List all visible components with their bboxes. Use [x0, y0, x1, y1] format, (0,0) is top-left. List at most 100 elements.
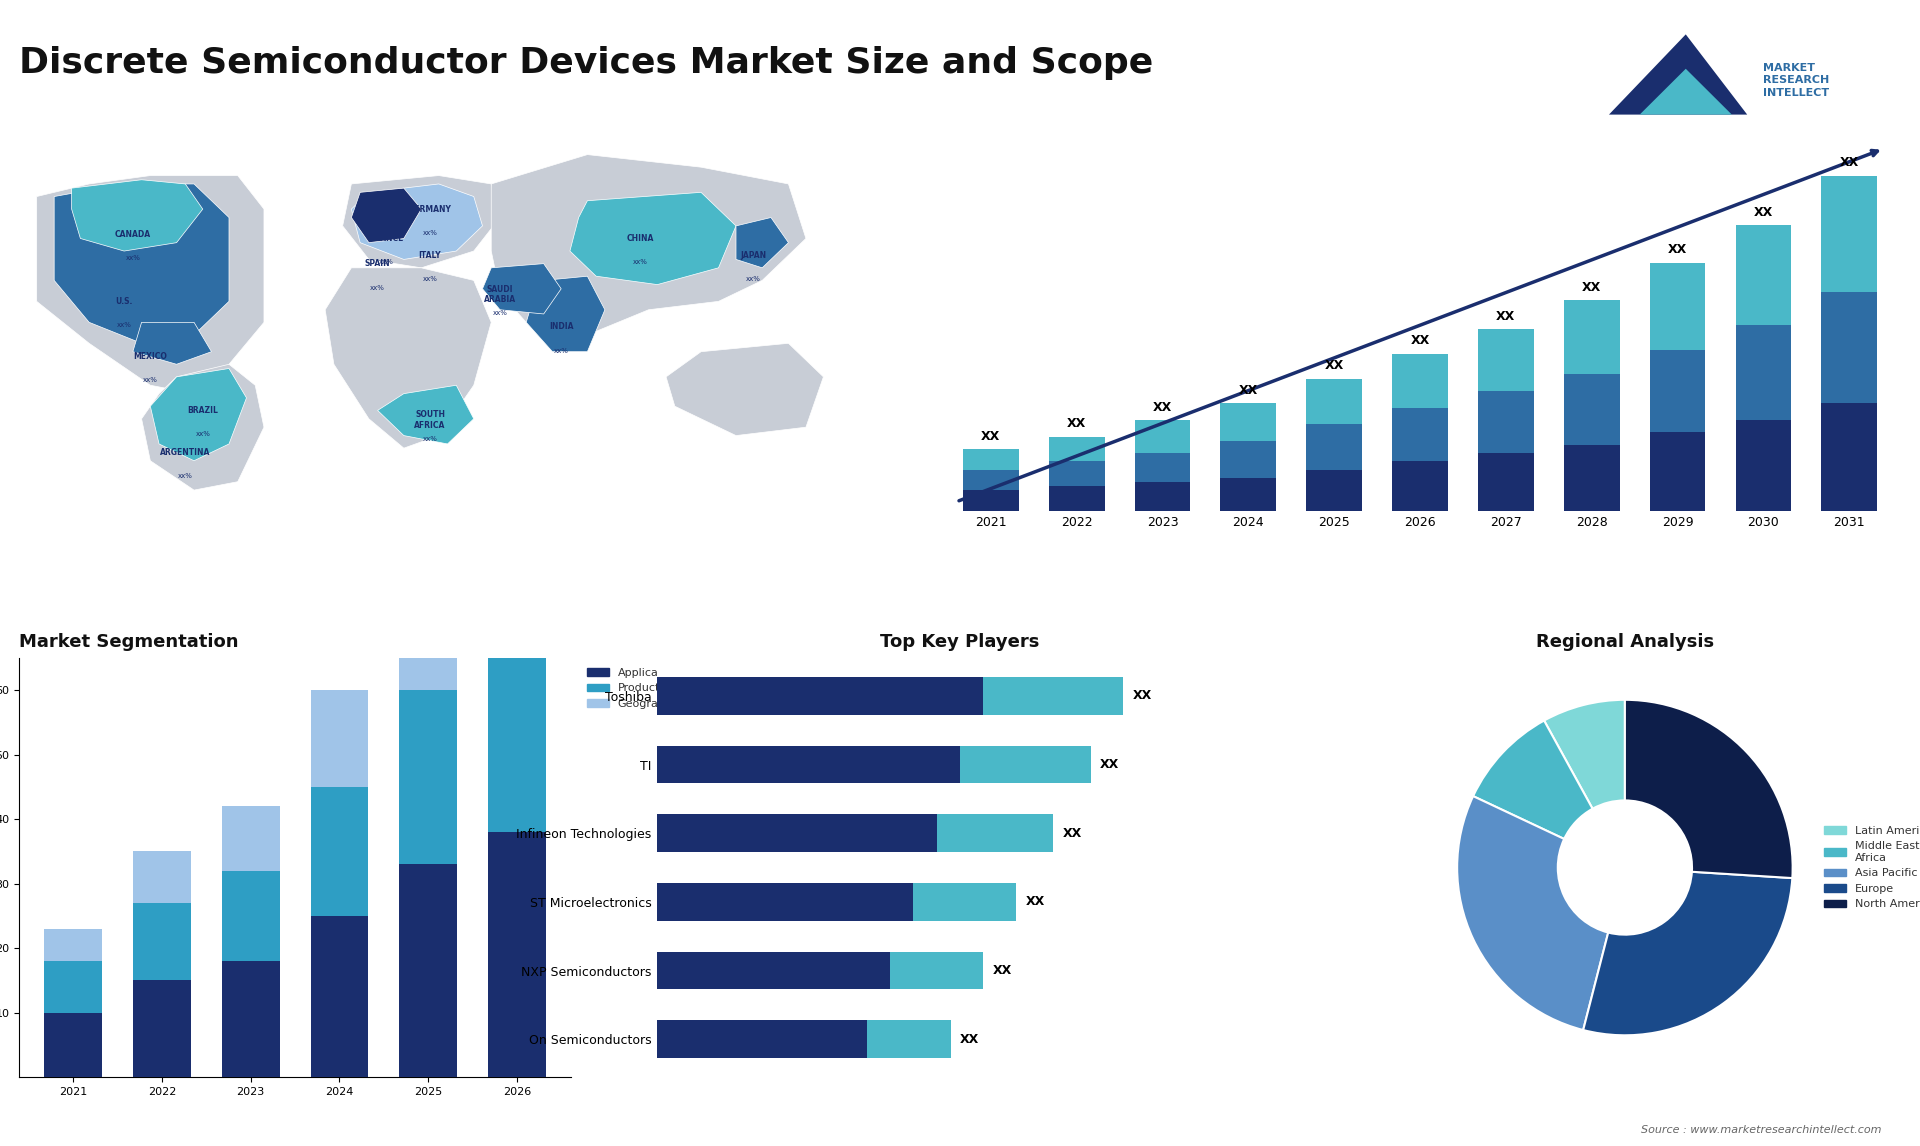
Bar	[488, 626, 545, 832]
Polygon shape	[324, 268, 492, 448]
Bar	[1135, 453, 1190, 482]
Bar	[399, 690, 457, 864]
Text: XX: XX	[1238, 384, 1258, 398]
Bar	[914, 884, 1016, 920]
Polygon shape	[132, 322, 211, 364]
Bar	[1306, 470, 1361, 511]
Text: MEXICO: MEXICO	[132, 352, 167, 361]
Bar	[1563, 445, 1620, 511]
Bar	[44, 929, 102, 961]
Text: XX: XX	[1062, 826, 1083, 840]
Text: XX: XX	[993, 964, 1012, 978]
Polygon shape	[351, 188, 420, 243]
Bar	[132, 851, 190, 903]
Text: SPAIN: SPAIN	[365, 259, 390, 268]
Text: XX: XX	[1839, 156, 1859, 170]
Text: xx%: xx%	[493, 309, 507, 316]
Bar	[1392, 408, 1448, 462]
Bar	[223, 871, 280, 961]
Polygon shape	[1609, 34, 1747, 115]
Text: xx%: xx%	[142, 377, 157, 383]
Text: GERMANY: GERMANY	[409, 205, 451, 214]
Bar	[1135, 419, 1190, 453]
Wedge shape	[1584, 872, 1793, 1035]
Bar	[962, 490, 1020, 511]
Bar	[657, 815, 937, 853]
Legend: Latin America, Middle East &
Africa, Asia Pacific, Europe, North America: Latin America, Middle East & Africa, Asi…	[1818, 822, 1920, 913]
Text: xx%: xx%	[371, 230, 386, 236]
Polygon shape	[482, 264, 561, 314]
Bar	[1822, 175, 1878, 291]
Text: XX: XX	[1025, 895, 1044, 909]
Text: xx%: xx%	[747, 276, 760, 282]
Text: CHINA: CHINA	[626, 234, 653, 243]
Text: JAPAN: JAPAN	[741, 251, 766, 260]
Bar	[1822, 403, 1878, 511]
Bar	[1392, 354, 1448, 408]
Text: XX: XX	[1411, 335, 1430, 347]
Bar	[488, 832, 545, 1077]
Text: Market Segmentation: Market Segmentation	[19, 633, 238, 651]
Bar	[1649, 432, 1705, 511]
Bar	[657, 677, 983, 715]
Text: Discrete Semiconductor Devices Market Size and Scope: Discrete Semiconductor Devices Market Si…	[19, 46, 1154, 80]
Text: ITALY: ITALY	[419, 251, 442, 260]
Wedge shape	[1457, 796, 1609, 1030]
Polygon shape	[342, 175, 499, 268]
Text: xx%: xx%	[378, 259, 394, 266]
Bar	[1478, 329, 1534, 391]
Text: U.K.: U.K.	[369, 205, 386, 214]
Text: xx%: xx%	[117, 322, 132, 329]
Bar	[960, 746, 1091, 784]
Text: SAUDI
ARABIA: SAUDI ARABIA	[484, 284, 516, 304]
Polygon shape	[71, 180, 204, 251]
Wedge shape	[1473, 721, 1592, 839]
Text: xx%: xx%	[422, 435, 438, 441]
Bar	[1221, 403, 1277, 441]
Text: INDIA: INDIA	[549, 322, 574, 331]
Bar	[1563, 300, 1620, 375]
Bar	[962, 470, 1020, 490]
Bar	[399, 864, 457, 1077]
Text: Source : www.marketresearchintellect.com: Source : www.marketresearchintellect.com	[1642, 1124, 1882, 1135]
Bar	[44, 961, 102, 1013]
Bar	[44, 1013, 102, 1077]
Bar	[983, 677, 1123, 715]
Text: xx%: xx%	[553, 347, 568, 353]
Text: xx%: xx%	[422, 230, 438, 236]
Polygon shape	[1640, 69, 1732, 115]
Text: xx%: xx%	[179, 473, 192, 479]
Bar	[1306, 424, 1361, 470]
Text: XX: XX	[1133, 689, 1152, 702]
Text: XX: XX	[1668, 243, 1688, 257]
Bar	[1478, 391, 1534, 453]
Bar	[866, 1020, 950, 1058]
Polygon shape	[526, 276, 605, 352]
Polygon shape	[54, 185, 228, 344]
Bar	[1736, 226, 1791, 324]
Bar	[488, 464, 545, 626]
Text: xx%: xx%	[125, 256, 140, 261]
Wedge shape	[1624, 700, 1793, 878]
Bar	[223, 807, 280, 871]
Polygon shape	[36, 175, 263, 393]
Bar	[311, 787, 369, 916]
Bar	[1822, 291, 1878, 403]
Text: CANADA: CANADA	[115, 230, 152, 240]
Bar	[1048, 462, 1104, 486]
Bar	[657, 884, 914, 920]
Bar	[1478, 453, 1534, 511]
Text: XX: XX	[1582, 281, 1601, 293]
Title: Top Key Players: Top Key Players	[879, 633, 1041, 651]
Legend: Application, Product, Geography: Application, Product, Geography	[582, 664, 684, 714]
Bar	[223, 961, 280, 1077]
Bar	[1135, 482, 1190, 511]
Bar	[1221, 478, 1277, 511]
Bar	[311, 690, 369, 787]
Text: BRAZIL: BRAZIL	[188, 406, 219, 415]
Text: XX: XX	[1152, 401, 1171, 414]
Text: XX: XX	[1068, 417, 1087, 430]
Text: xx%: xx%	[422, 276, 438, 282]
Bar	[1048, 437, 1104, 462]
Polygon shape	[666, 344, 824, 435]
